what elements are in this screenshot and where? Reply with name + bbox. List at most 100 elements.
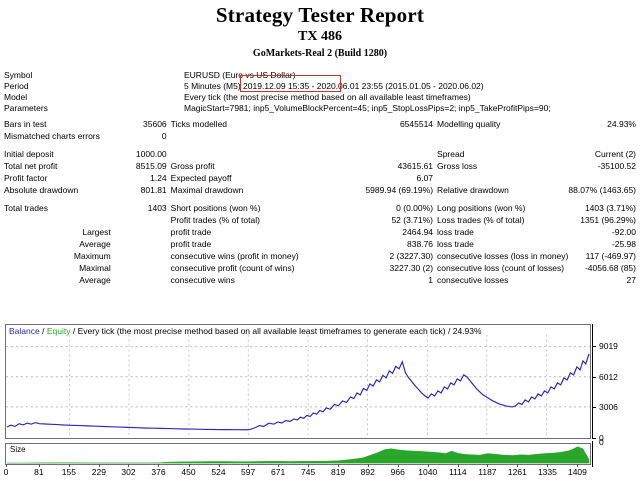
stats-label-2 bbox=[171, 148, 345, 160]
report-subtitle: TX 486 bbox=[298, 29, 342, 44]
x-axis-tick-mark bbox=[6, 464, 7, 467]
stats-row: Absolute drawdown 801.81 Maximal drawdown 5… bbox=[4, 184, 636, 196]
x-axis-tick-mark bbox=[38, 464, 40, 467]
stats-value-3: -92.00 bbox=[611, 227, 636, 237]
info-row-label: Parameters bbox=[4, 103, 48, 113]
x-axis-tick-mark bbox=[427, 464, 429, 467]
stats-value-2: 2464.94 bbox=[402, 227, 434, 237]
stats-label-1: Largest bbox=[82, 227, 111, 237]
legend-separator-2: / bbox=[72, 326, 76, 336]
stats-row: Initial deposit 1000.00 Spread Current (2) bbox=[4, 148, 636, 160]
x-axis-tick-mark bbox=[487, 464, 489, 467]
stats-value-2: 0 (0.00%) bbox=[396, 203, 434, 213]
stats-label-3: Loss trades (% of total) bbox=[437, 215, 525, 225]
chart-x-axis: 0 81 155 229 302 376 450 524 597 671 745 819 892 966 1… bbox=[4, 464, 591, 480]
y-axis-tick-mark bbox=[592, 438, 596, 439]
stats-value-1: 1.24 bbox=[150, 173, 167, 183]
stats-row: Mismatched charts errors 0 bbox=[4, 130, 636, 142]
stats-label-2: profit trade bbox=[170, 227, 212, 237]
stats-value-1 bbox=[115, 238, 171, 250]
x-axis-tick-label: 1261 bbox=[507, 467, 527, 477]
x-axis-tick-label: 1335 bbox=[537, 467, 557, 477]
stats-label-2: Gross profit bbox=[170, 161, 215, 171]
stats-label-1: Mismatched charts errors bbox=[4, 131, 100, 141]
x-axis-tick-mark bbox=[397, 464, 399, 467]
stats-label-3 bbox=[437, 130, 568, 142]
stats-label-1: Profit factor bbox=[4, 173, 48, 183]
stats-label-3: Gross loss bbox=[437, 161, 478, 171]
y-axis-tick-label: 6012 bbox=[599, 371, 618, 382]
info-row-label: Symbol bbox=[4, 70, 33, 80]
x-axis-tick-label: 1114 bbox=[448, 467, 467, 477]
stats-value-1: 35606 bbox=[143, 119, 167, 129]
stats-value-1: 8515.09 bbox=[135, 161, 167, 171]
size-plot-svg bbox=[6, 446, 590, 464]
stats-value-3: Current (2) bbox=[594, 149, 636, 159]
x-axis-tick-mark bbox=[68, 464, 70, 467]
x-axis-tick-label: 671 bbox=[271, 467, 286, 477]
stats-value-3 bbox=[568, 172, 636, 184]
stats-label-1: Maximum bbox=[73, 251, 111, 261]
y-axis-tick-mark bbox=[592, 376, 596, 378]
stats-label-2 bbox=[171, 130, 345, 142]
x-axis-tick-mark bbox=[367, 464, 369, 467]
x-axis-tick-label: 1040 bbox=[418, 467, 438, 477]
size-chart: Size bbox=[5, 443, 591, 465]
stats-value-2: 43615.61 bbox=[397, 161, 434, 171]
stats-label-3: Spread bbox=[437, 149, 465, 159]
stats-value-2: 6545514 bbox=[399, 119, 434, 129]
stats-label-2: Profit trades (% of total) bbox=[170, 215, 260, 225]
stats-value-3: 24.93% bbox=[607, 119, 636, 129]
stats-value-2: 838.76 bbox=[407, 239, 434, 249]
stats-value-2: 5989.94 (69.19%) bbox=[365, 185, 434, 195]
x-axis-tick-mark bbox=[308, 464, 310, 467]
y-axis-tick-label: 9019 bbox=[599, 341, 618, 351]
stats-label-1: Average bbox=[79, 239, 111, 249]
size-series-area bbox=[6, 446, 590, 464]
report-header: Strategy Tester Report TX 486 GoMarkets-… bbox=[0, 0, 640, 61]
stats-value-2 bbox=[344, 130, 437, 142]
x-axis-tick-mark bbox=[517, 464, 519, 467]
balance-series-line bbox=[6, 353, 590, 431]
y-axis-tick-label: 3006 bbox=[599, 402, 618, 413]
info-row-label: Model bbox=[4, 92, 28, 102]
legend-equity-label: Equity bbox=[46, 326, 71, 336]
stats-label-2: consecutive wins (profit in money) bbox=[170, 251, 299, 261]
stats-label-3: consecutive loss (count of losses) bbox=[437, 263, 565, 273]
stats-label-3: Long positions (won %) bbox=[437, 203, 526, 213]
x-axis-tick-mark bbox=[158, 464, 160, 467]
stats-value-1 bbox=[115, 226, 171, 238]
stats-row: Average consecutive wins 1 consecutive loss… bbox=[4, 274, 636, 286]
stats-label-1: Absolute drawdown bbox=[4, 185, 79, 195]
x-axis-tick-label: 966 bbox=[390, 467, 405, 477]
x-axis-tick-label: 745 bbox=[301, 467, 316, 477]
stats-value-3: 88.07% (1463.65) bbox=[568, 185, 636, 195]
size-zero-label: 0 bbox=[599, 437, 604, 447]
stats-label-3: consecutive losses (loss in money) bbox=[437, 251, 569, 261]
stats-label-3 bbox=[437, 172, 568, 184]
info-row: Model Every tick (the most precise method… bbox=[4, 92, 636, 103]
report-stats-table: Bars in test 35606 Ticks modelled 6545514 Mo… bbox=[4, 118, 636, 286]
stats-label-2: Maximal drawdown bbox=[170, 185, 244, 195]
stats-row: Profit trades (% of total) 52 (3.71%) Loss… bbox=[4, 214, 636, 226]
stats-label-1: Bars in test bbox=[4, 119, 47, 129]
x-axis-tick-mark bbox=[98, 464, 100, 467]
stats-row: Total net profit 8515.09 Gross profit 43615… bbox=[4, 160, 636, 172]
stats-label-1: Total trades bbox=[4, 203, 48, 213]
info-row: Period 5 Minutes (M5) 2019.12.09 15:35 - … bbox=[4, 81, 636, 92]
stats-row: Maximum consecutive wins (profit in money… bbox=[4, 250, 636, 262]
stats-label-3: loss trade bbox=[437, 239, 474, 249]
stats-label-2: Short positions (won %) bbox=[170, 203, 261, 213]
stats-value-1: 0 bbox=[161, 131, 167, 141]
legend-separator-1: / bbox=[42, 326, 45, 336]
legend-balance-label: Balance bbox=[9, 326, 40, 336]
stats-row: Bars in test 35606 Ticks modelled 6545514 Mo… bbox=[4, 118, 636, 130]
x-axis-tick-label: 597 bbox=[241, 467, 256, 477]
size-axis-line bbox=[592, 441, 593, 467]
stats-label-2: Expected payoff bbox=[170, 173, 232, 183]
x-axis-tick-label: 892 bbox=[360, 467, 375, 477]
stats-value-1 bbox=[115, 262, 171, 274]
page-title: Strategy Tester Report bbox=[215, 3, 425, 27]
stats-label-1: Average bbox=[79, 275, 111, 285]
info-row: Parameters MagicStart=7981; inp5_VolumeBl… bbox=[4, 103, 636, 114]
